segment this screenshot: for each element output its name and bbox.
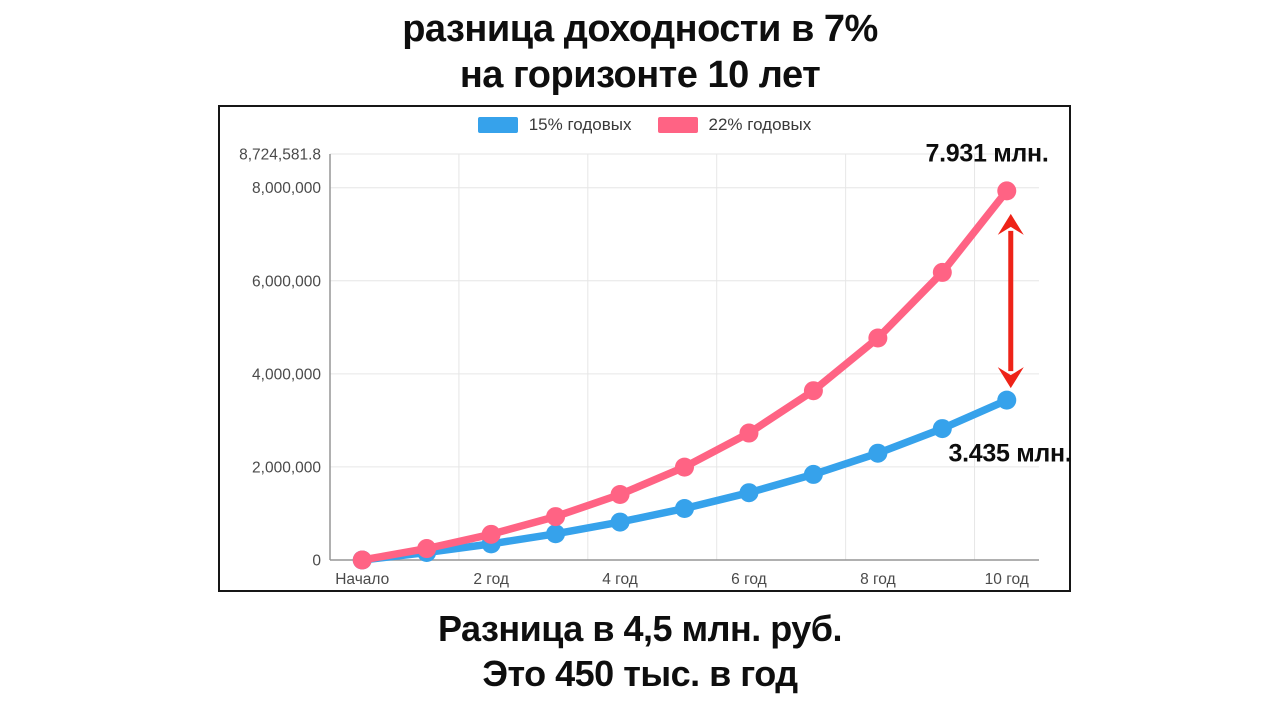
x-tick-label: 4 год: [602, 571, 638, 588]
legend-item-22-godovyh[interactable]: 22% годовых: [657, 115, 812, 135]
series-point-1: [997, 181, 1017, 201]
annotation-blue-endpoint-value: 3.435 млн.: [948, 439, 1072, 468]
x-tick-label: 2 год: [473, 571, 509, 588]
legend-swatch-pink-icon: [657, 117, 698, 133]
series-point-1: [932, 262, 952, 282]
series-point-0: [675, 498, 694, 518]
series-point-0: [610, 512, 630, 532]
chart-title-line2: на горизонте 10 лет: [459, 54, 821, 96]
series-point-1: [481, 524, 501, 544]
legend-label-22-godovyh: 22% годовых: [708, 115, 812, 134]
y-tick-label: 0: [312, 553, 321, 570]
series-point-1: [868, 328, 888, 348]
legend-item-15-godovyh[interactable]: 15% годовых: [477, 115, 632, 135]
plot-svg: 8,724,581.8 8,000,000 6,000,000 4,000,000 2,…: [239, 147, 1039, 588]
chart-legend: 15% годовых 22% годовых: [220, 115, 1069, 135]
y-tick-label: 2,000,000: [252, 459, 321, 476]
bottom-caption-line2: Это 450 тыс. в год: [482, 653, 798, 694]
series-point-0: [546, 524, 566, 544]
series-point-1: [739, 423, 759, 443]
annotation-pink-endpoint-value: 7.931 млн.: [925, 139, 1049, 168]
x-tick-label: 6 год: [731, 571, 767, 588]
chart-box: 8,724,581.8 8,000,000 6,000,000 4,000,000 2,…: [218, 105, 1072, 592]
series-point-1: [417, 539, 437, 559]
series-point-0: [739, 483, 759, 503]
x-tick-label: Начало: [335, 571, 389, 588]
legend-label-15-godovyh: 15% годовых: [528, 115, 632, 134]
series-point-0: [997, 390, 1017, 410]
series-point-1: [610, 485, 630, 505]
x-tick-label: 8 год: [860, 571, 896, 588]
diff-arrow-head-down-icon: [997, 367, 1024, 389]
series-point-0: [868, 443, 888, 463]
series-point-0: [803, 464, 823, 484]
series-point-1: [803, 381, 823, 401]
y-tick-label: 8,724,581.8: [239, 147, 321, 164]
x-tick-label: 10 год: [985, 571, 1029, 588]
series-point-1: [675, 457, 694, 477]
series-point-1: [352, 550, 372, 570]
series-point-0: [932, 419, 952, 439]
bottom-caption-line1: Разница в 4,5 млн. руб.: [437, 608, 843, 649]
y-tick-label: 4,000,000: [252, 366, 321, 383]
legend-swatch-blue-icon: [477, 117, 518, 133]
bottom-caption: Разница в 4,5 млн. руб. Это 450 тыс. в г…: [0, 606, 1280, 696]
y-tick-label: 6,000,000: [252, 273, 321, 290]
chart-title: разница доходности в 7% на горизонте 10 …: [0, 6, 1280, 98]
series-point-1: [546, 507, 566, 527]
diff-arrow-head-up-icon: [997, 213, 1024, 235]
chart-title-line1: разница доходности в 7%: [402, 8, 878, 50]
y-tick-label: 8,000,000: [252, 180, 321, 197]
